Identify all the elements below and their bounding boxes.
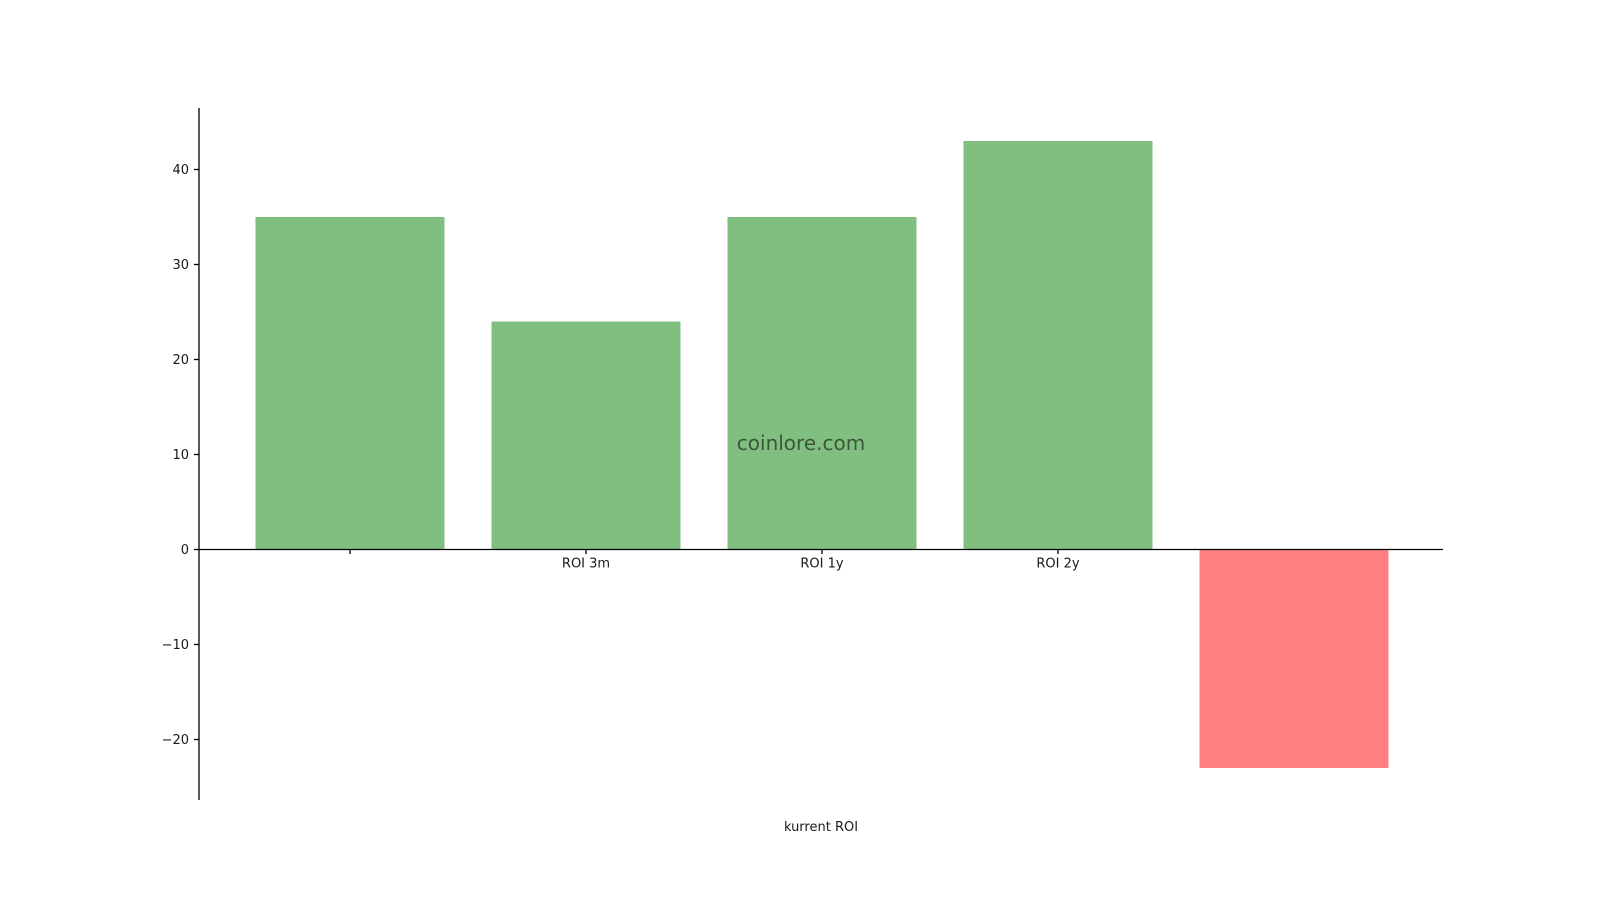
y-tick-label: −20 <box>162 733 189 748</box>
bar-positive <box>963 141 1153 550</box>
y-tick-label: 30 <box>172 258 189 273</box>
x-tick-label: ROI 2y <box>1036 557 1080 572</box>
watermark-text: coinlore.com <box>737 431 865 455</box>
x-tick-label: ROI 3m <box>562 557 610 572</box>
y-tick-label: 20 <box>172 353 189 368</box>
bar-positive <box>491 321 681 550</box>
x-tick-label: ROI 1y <box>800 557 844 572</box>
bar-positive <box>255 217 445 550</box>
x-axis-title: kurrent ROI <box>784 820 858 835</box>
bar-negative <box>1199 549 1389 768</box>
y-tick-label: 0 <box>181 543 189 558</box>
chart-plot-area: 40 30 20 10 0 −10 −20 ROI 3m ROI 1y ROI 2y <box>162 108 1443 800</box>
y-tick-label: 10 <box>172 448 189 463</box>
bar-positive <box>727 217 917 550</box>
y-tick-label: −10 <box>162 638 189 653</box>
y-tick-label: 40 <box>172 163 189 178</box>
